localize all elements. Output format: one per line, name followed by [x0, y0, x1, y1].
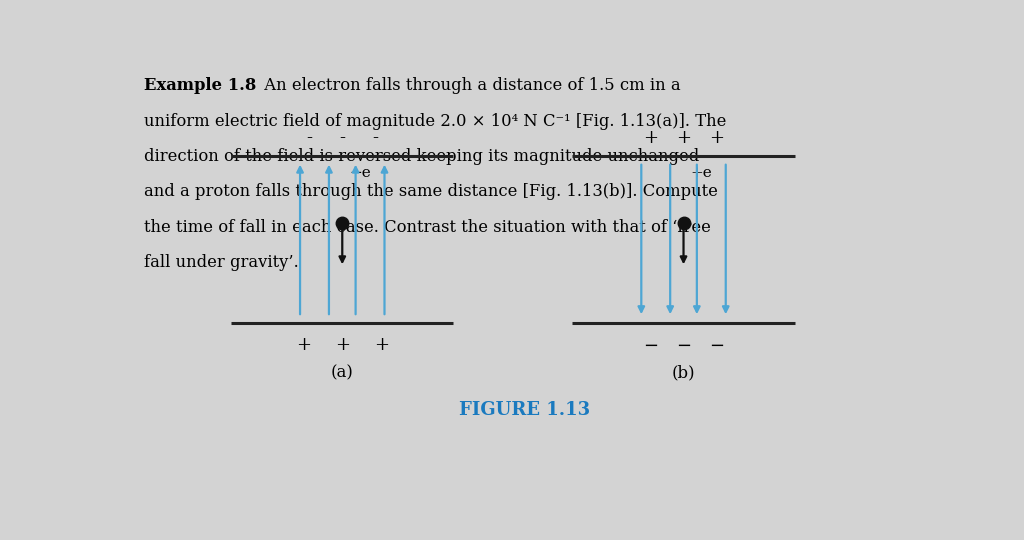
- Text: −: −: [643, 336, 657, 354]
- Text: (a): (a): [331, 364, 353, 381]
- Text: +: +: [374, 336, 389, 354]
- Text: +: +: [676, 129, 691, 146]
- Text: +: +: [643, 129, 657, 146]
- Text: fall under gravity’.: fall under gravity’.: [143, 254, 299, 271]
- Text: direction of the field is reversed keeping its magnitude unchanged: direction of the field is reversed keepi…: [143, 148, 699, 165]
- Text: +: +: [296, 336, 311, 354]
- Text: +: +: [710, 129, 724, 146]
- Text: and a proton falls through the same distance [Fig. 1.13(b)]. Compute: and a proton falls through the same dist…: [143, 183, 718, 200]
- Text: -: -: [339, 129, 345, 146]
- Text: +: +: [335, 336, 350, 354]
- Text: (b): (b): [672, 364, 695, 381]
- Text: −: −: [710, 336, 724, 354]
- Text: +e: +e: [690, 166, 712, 180]
- Text: Example 1.8: Example 1.8: [143, 77, 256, 94]
- Text: -: -: [373, 129, 379, 146]
- Text: uniform electric field of magnitude 2.0 × 10⁴ N C⁻¹ [Fig. 1.13(a)]. The: uniform electric field of magnitude 2.0 …: [143, 113, 726, 130]
- Text: An electron falls through a distance of 1.5 cm in a: An electron falls through a distance of …: [258, 77, 680, 94]
- Text: −: −: [676, 336, 691, 354]
- Text: the time of fall in each case. Contrast the situation with that of ‘free: the time of fall in each case. Contrast …: [143, 219, 711, 235]
- Text: −e: −e: [349, 166, 371, 180]
- Text: -: -: [306, 129, 312, 146]
- Text: FIGURE 1.13: FIGURE 1.13: [459, 401, 591, 419]
